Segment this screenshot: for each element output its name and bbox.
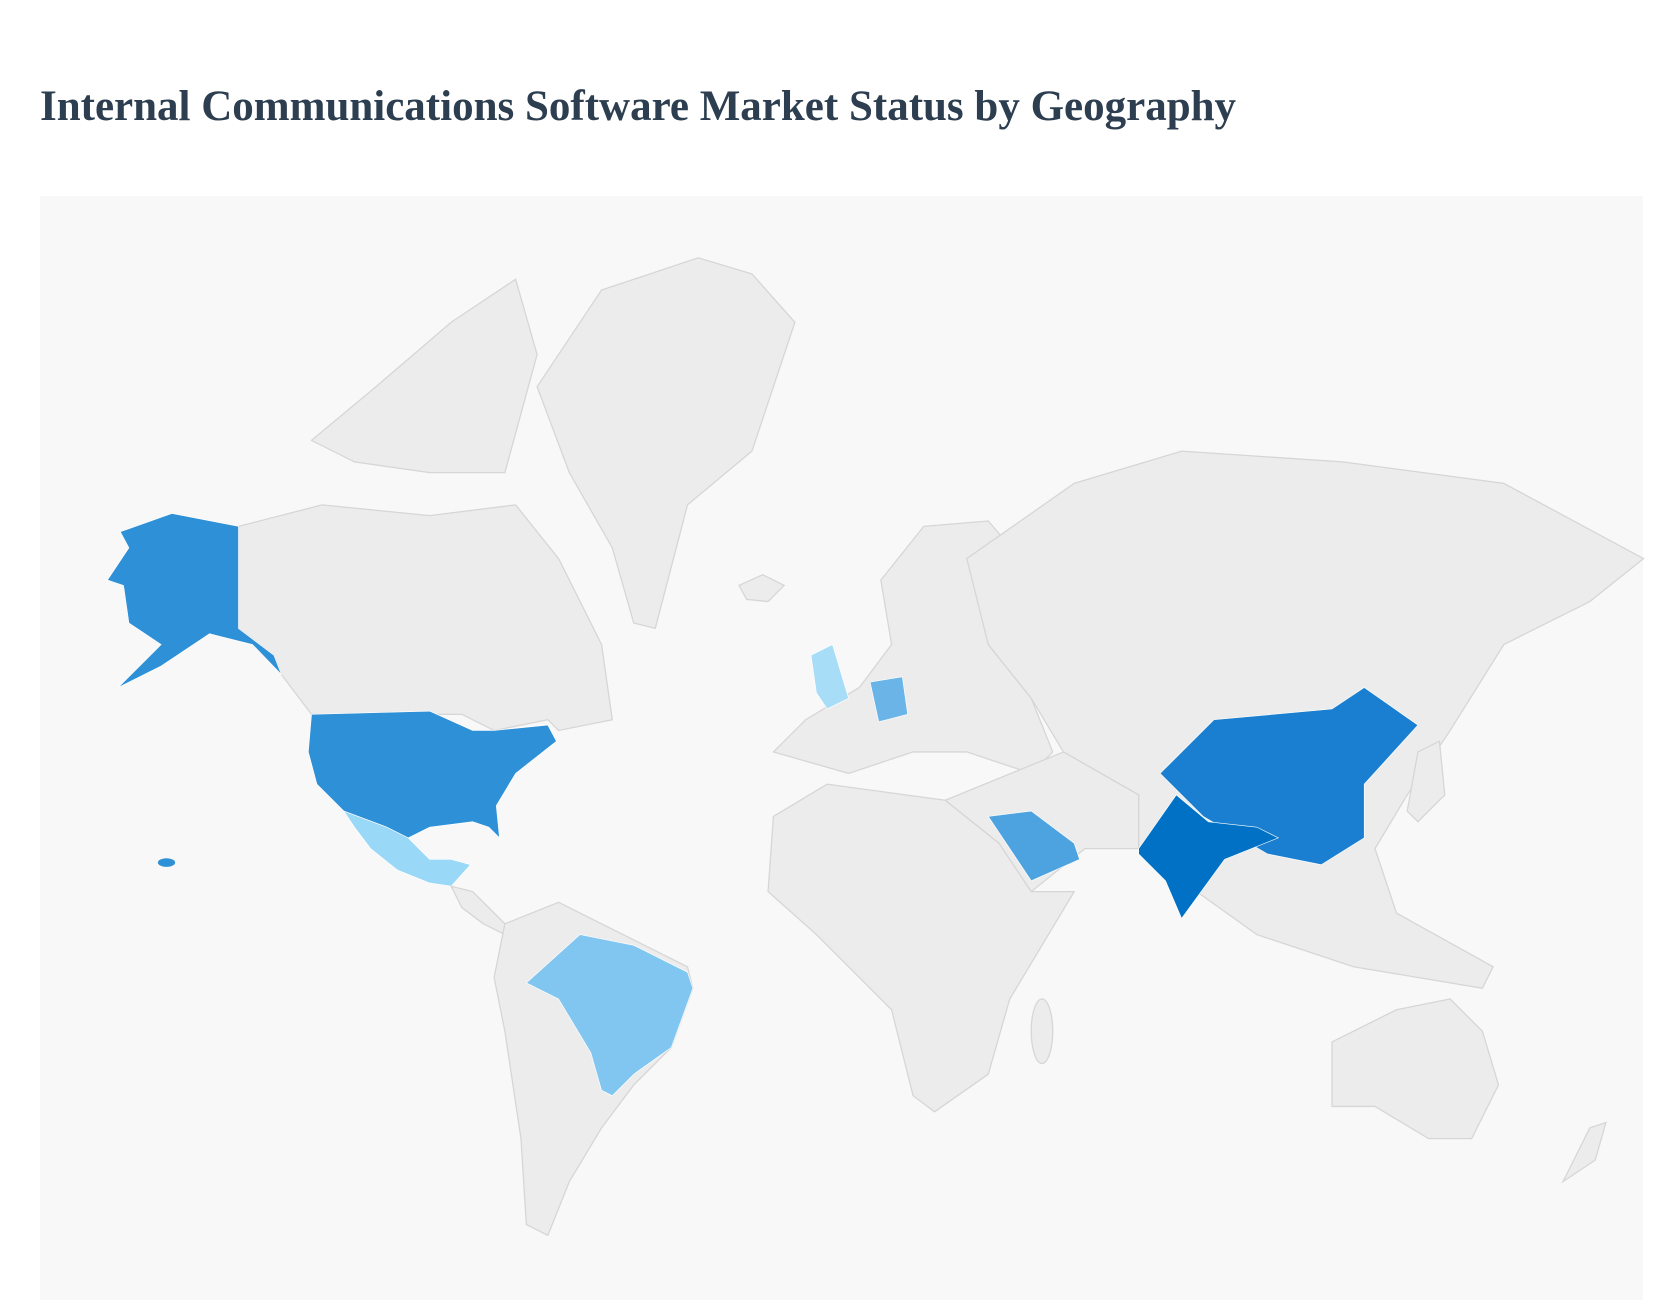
usa [307, 710, 557, 839]
uk [810, 644, 850, 710]
madagascar [1030, 998, 1054, 1065]
germany [869, 676, 909, 723]
canada [237, 504, 614, 732]
brazil [525, 934, 694, 1097]
greenland [536, 257, 796, 630]
iceland [738, 573, 786, 603]
japan [1406, 740, 1446, 823]
mexico [342, 810, 472, 887]
india [1138, 794, 1280, 920]
alaska [106, 513, 282, 688]
hawaii [157, 858, 176, 867]
central-america [449, 885, 506, 936]
australia [1331, 998, 1500, 1140]
new-zealand [1561, 1121, 1607, 1184]
arctic-islands [310, 278, 538, 474]
saudi-arabia [987, 810, 1080, 882]
page-title: Internal Communications Software Market … [40, 83, 1237, 130]
